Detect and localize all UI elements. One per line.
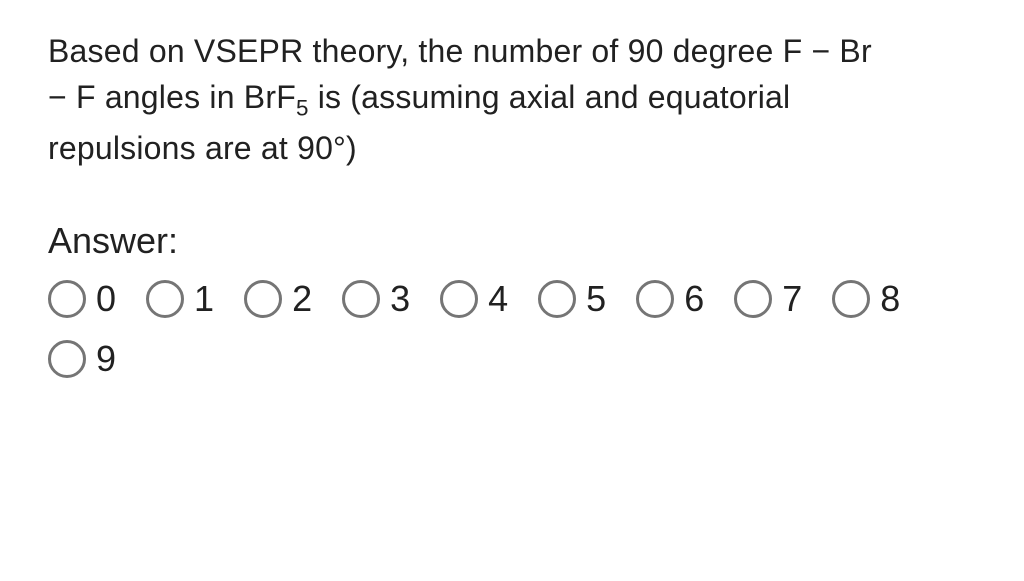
options-group: 0 1 2 3 4 5 6 7 <box>48 280 948 400</box>
option-7[interactable]: 7 <box>734 280 802 318</box>
radio-icon <box>244 280 282 318</box>
radio-icon <box>146 280 184 318</box>
option-5[interactable]: 5 <box>538 280 606 318</box>
option-3[interactable]: 3 <box>342 280 410 318</box>
option-label: 2 <box>292 281 312 317</box>
question-line2-prefix: − F angles in BrF <box>48 79 296 115</box>
quiz-container: Based on VSEPR theory, the number of 90 … <box>0 0 1024 400</box>
answer-heading: Answer: <box>48 220 976 262</box>
option-2[interactable]: 2 <box>244 280 312 318</box>
radio-icon <box>440 280 478 318</box>
radio-icon <box>734 280 772 318</box>
subscript: 5 <box>296 96 309 121</box>
option-9[interactable]: 9 <box>48 340 116 378</box>
radio-icon <box>48 340 86 378</box>
radio-icon <box>832 280 870 318</box>
radio-icon <box>342 280 380 318</box>
option-label: 1 <box>194 281 214 317</box>
option-label: 4 <box>488 281 508 317</box>
option-8[interactable]: 8 <box>832 280 900 318</box>
question-text: Based on VSEPR theory, the number of 90 … <box>48 28 976 172</box>
question-line2-suffix: is (assuming axial and equatorial <box>309 79 791 115</box>
option-label: 0 <box>96 281 116 317</box>
option-label: 3 <box>390 281 410 317</box>
dash: − <box>811 33 830 69</box>
question-line1-prefix: Based on VSEPR theory, the number of 90 … <box>48 33 811 69</box>
radio-icon <box>636 280 674 318</box>
question-line1-suffix: Br <box>830 33 872 69</box>
question-line3: repulsions are at 90°) <box>48 130 357 166</box>
option-label: 6 <box>684 281 704 317</box>
option-6[interactable]: 6 <box>636 280 704 318</box>
radio-icon <box>538 280 576 318</box>
option-4[interactable]: 4 <box>440 280 508 318</box>
option-label: 7 <box>782 281 802 317</box>
option-label: 9 <box>96 341 116 377</box>
option-1[interactable]: 1 <box>146 280 214 318</box>
option-0[interactable]: 0 <box>48 280 116 318</box>
option-label: 8 <box>880 281 900 317</box>
option-label: 5 <box>586 281 606 317</box>
radio-icon <box>48 280 86 318</box>
